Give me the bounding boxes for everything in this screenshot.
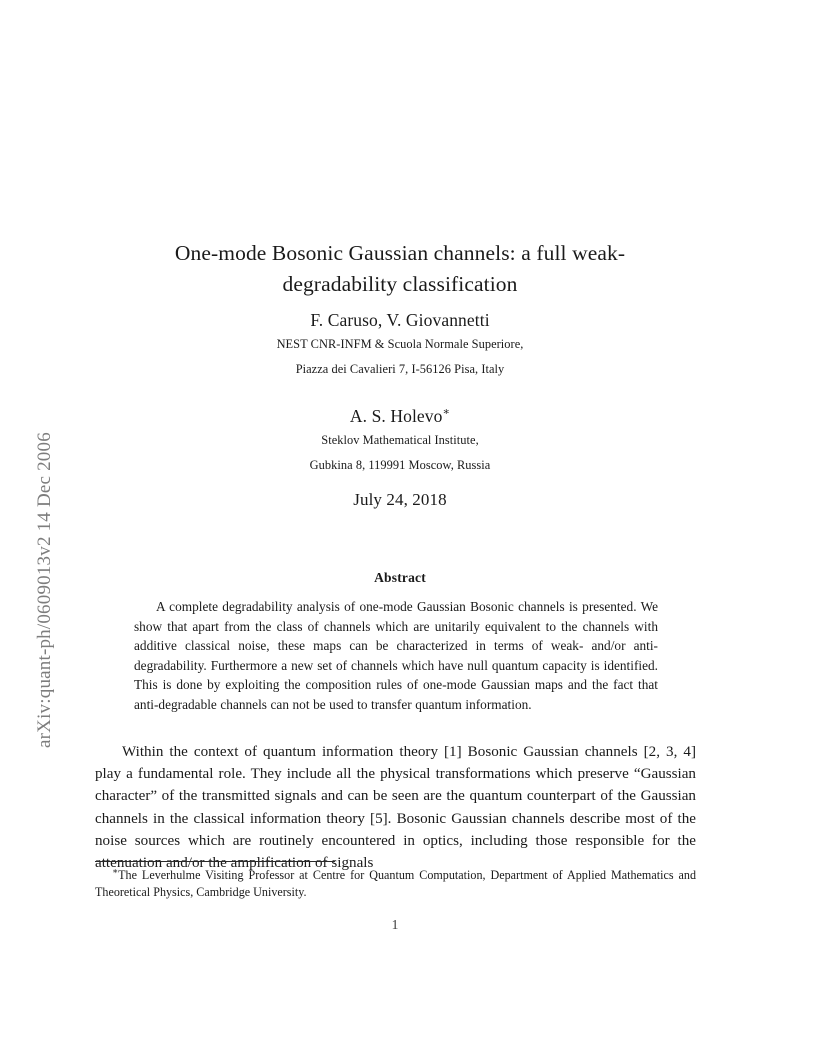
author-name-holevo: A. S. Holevo [349, 406, 443, 426]
publication-date: July 24, 2018 [353, 490, 447, 509]
affiliation-primary-line-2: Piazza dei Cavalieri 7, I-56126 Pisa, It… [295, 361, 505, 376]
abstract-heading: Abstract [374, 570, 426, 585]
author-names-primary: F. Caruso, V. Giovannetti [310, 310, 490, 330]
introduction-paragraph: Within the context of quantum informatio… [95, 744, 696, 872]
footnote-text-block: ∗The Leverhulme Visiting Professor at Ce… [95, 865, 696, 902]
author-names-secondary: A. S. Holevo∗ [120, 404, 680, 428]
footnote-body: The Leverhulme Visiting Professor at Cen… [95, 868, 696, 900]
footnote-marker-ref-icon: ∗ [112, 865, 119, 876]
affiliation-primary-line-1: NEST CNR-INFM & Scuola Normale Superiore… [276, 337, 524, 351]
arxiv-identifier-text: arXiv:quant-ph/0609013v2 14 Dec 2006 [34, 432, 55, 748]
abstract-body-text: A complete degradability analysis of one… [134, 599, 658, 712]
affiliation-secondary-line-1: Steklov Mathematical Institute, [321, 433, 479, 447]
footnote-separator-rule [95, 861, 335, 862]
affiliation-secondary-line-2: Gubkina 8, 119991 Moscow, Russia [309, 457, 491, 472]
arxiv-stamp: arXiv:quant-ph/0609013v2 14 Dec 2006 [0, 0, 70, 1056]
page-title: One-mode Bosonic Gaussian channels: a fu… [174, 241, 626, 297]
author-block-primary: F. Caruso, V. Giovannetti NEST CNR-INFM … [120, 308, 680, 381]
page-number: 1 [391, 917, 399, 932]
author-block-secondary: A. S. Holevo∗ Steklov Mathematical Insti… [120, 404, 680, 477]
footnote-marker-icon: ∗ [442, 406, 451, 419]
